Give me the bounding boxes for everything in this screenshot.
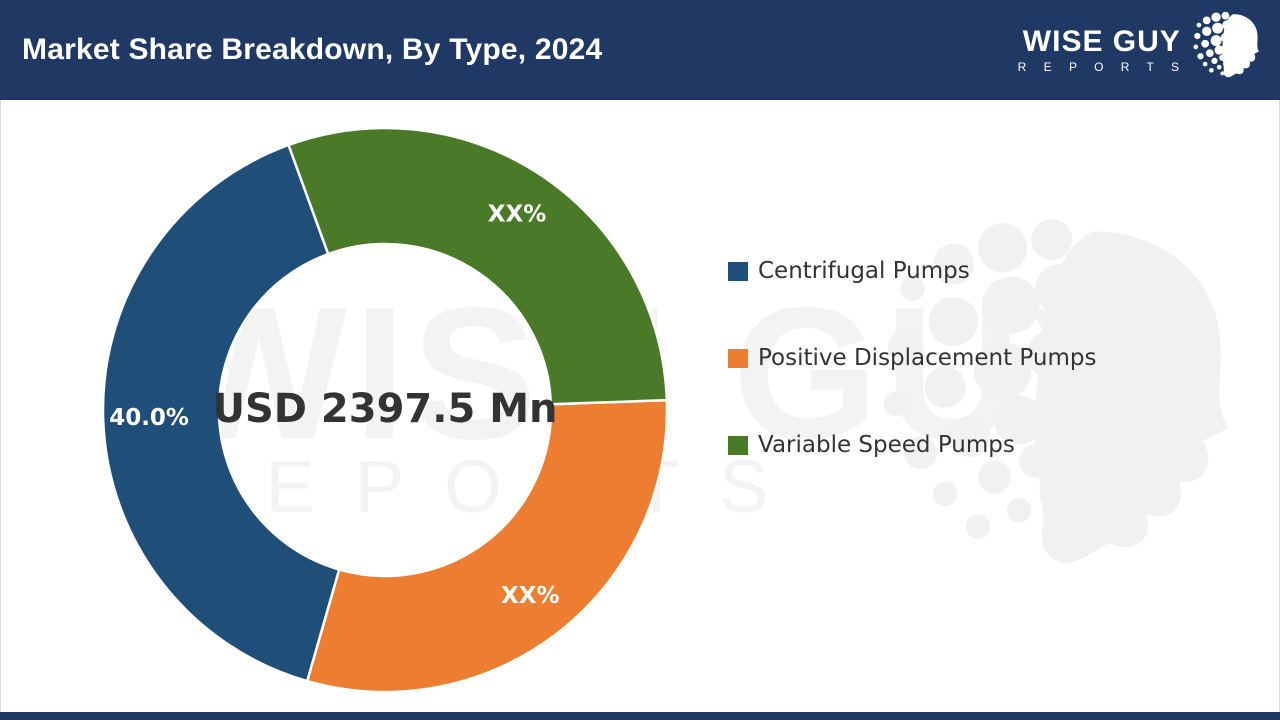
legend-label: Centrifugal Pumps bbox=[758, 258, 970, 284]
legend-label: Variable Speed Pumps bbox=[758, 432, 1015, 458]
center-label: USD 2397.5 Mn bbox=[213, 386, 558, 432]
legend-swatch-centrifugal-pumps bbox=[728, 261, 748, 281]
legend-item-variable-speed-pumps: Variable Speed Pumps bbox=[728, 432, 1096, 458]
legend-swatch-positive-displacement-pumps bbox=[728, 348, 748, 368]
footer-bar bbox=[0, 712, 1280, 720]
logo-subtitle: R E P O R T S bbox=[1017, 60, 1186, 74]
donut-segment-centrifugal-pumps bbox=[101, 143, 341, 683]
donut-chart: 40.0% XX% XX% USD 2397.5 Mn bbox=[101, 126, 669, 694]
segment-percent-label-positive-displacement-pumps: XX% bbox=[501, 583, 560, 609]
legend-label: Positive Displacement Pumps bbox=[758, 345, 1097, 371]
legend-item-centrifugal-pumps: Centrifugal Pumps bbox=[728, 258, 1096, 284]
segment-percent-label-centrifugal-pumps: 40.0% bbox=[109, 405, 189, 431]
donut-segment-positive-displacement-pumps bbox=[306, 398, 669, 694]
logo-wordmark: WISE GUY bbox=[1022, 25, 1181, 58]
donut-segment-variable-speed-pumps bbox=[287, 126, 669, 406]
logo-head-icon bbox=[1193, 11, 1259, 78]
header: Market Share Breakdown, By Type, 2024 WI… bbox=[0, 0, 1280, 100]
page-title: Market Share Breakdown, By Type, 2024 bbox=[22, 33, 603, 66]
logo-text: WISE GUY R E P O R T S bbox=[1017, 25, 1186, 74]
segment-percent-label-variable-speed-pumps: XX% bbox=[488, 201, 547, 227]
legend-swatch-variable-speed-pumps bbox=[728, 435, 748, 455]
legend-item-positive-displacement-pumps: Positive Displacement Pumps bbox=[728, 345, 1096, 371]
wise-guy-logo: WISE GUY R E P O R T S bbox=[1018, 6, 1266, 94]
legend: Centrifugal Pumps Positive Displacement P… bbox=[728, 258, 1096, 458]
